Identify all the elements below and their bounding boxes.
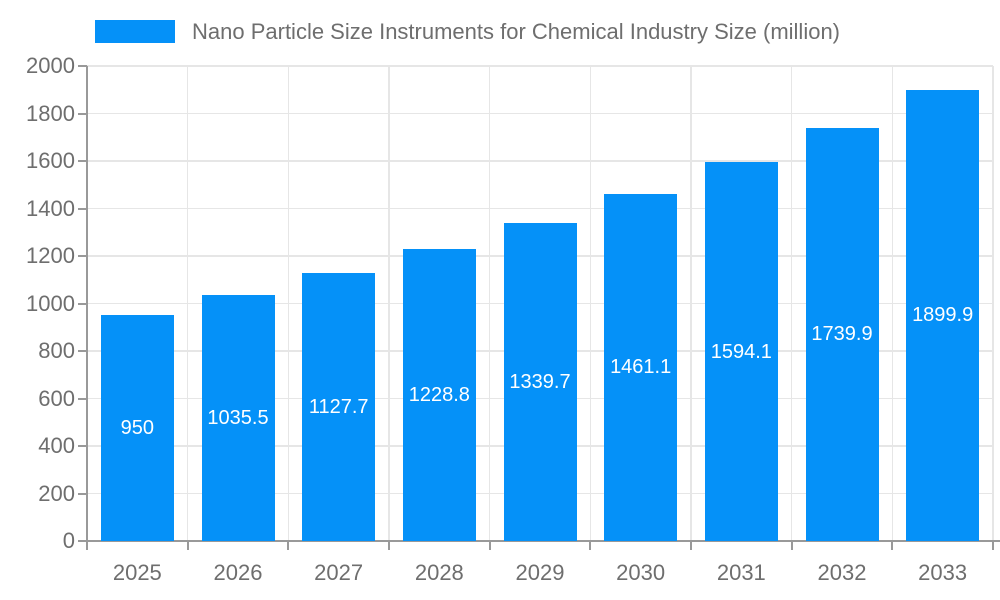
x-gridline bbox=[992, 66, 994, 541]
bar-2032[interactable] bbox=[805, 127, 879, 541]
x-axis-label: 2025 bbox=[112, 560, 162, 585]
y-axis-tick bbox=[78, 160, 87, 162]
legend-label: Nano Particle Size Instruments for Chemi… bbox=[192, 19, 841, 44]
x-axis-label: 2028 bbox=[414, 560, 464, 585]
y-axis-label: 1000 bbox=[26, 290, 75, 316]
bar-2025[interactable] bbox=[100, 315, 174, 541]
legend-item[interactable]: Nano Particle Size Instruments for Chemi… bbox=[95, 20, 840, 43]
x-axis-tick bbox=[488, 541, 491, 550]
y-axis-label: 1600 bbox=[26, 148, 75, 173]
y-axis-label: 200 bbox=[38, 480, 75, 506]
bar-2028[interactable] bbox=[402, 249, 476, 541]
x-axis-tick bbox=[86, 541, 88, 550]
x-gridline bbox=[287, 66, 290, 541]
x-axis-line bbox=[86, 540, 1000, 542]
x-axis-label: 2029 bbox=[515, 560, 565, 585]
y-gridline bbox=[87, 207, 993, 210]
y-axis-label: 800 bbox=[38, 338, 75, 363]
x-axis-label: 2032 bbox=[817, 560, 867, 585]
x-axis-tick bbox=[388, 541, 390, 550]
x-gridline bbox=[891, 66, 894, 541]
bar-2029[interactable] bbox=[503, 222, 577, 541]
x-axis-label: 2027 bbox=[314, 560, 364, 585]
x-axis-label: 2033 bbox=[918, 560, 968, 585]
x-axis-label: 2030 bbox=[616, 560, 666, 585]
y-axis-tick bbox=[78, 302, 87, 305]
y-axis-tick bbox=[78, 445, 87, 447]
bar-2027[interactable] bbox=[302, 273, 376, 541]
y-axis-tick bbox=[78, 65, 87, 67]
y-axis-label: 400 bbox=[38, 433, 75, 458]
y-axis-line bbox=[86, 66, 88, 543]
y-axis-tick bbox=[78, 492, 87, 495]
x-axis-tick bbox=[589, 541, 592, 550]
y-gridline bbox=[87, 112, 993, 115]
x-gridline bbox=[488, 66, 491, 541]
y-axis-tick bbox=[78, 255, 87, 257]
x-gridline bbox=[589, 66, 592, 541]
x-axis-tick bbox=[186, 541, 189, 550]
y-axis-label: 1800 bbox=[26, 100, 75, 126]
bar-2033[interactable] bbox=[906, 89, 980, 541]
y-axis-label: 1400 bbox=[26, 195, 75, 221]
y-axis-label: 0 bbox=[62, 528, 75, 553]
y-axis-tick bbox=[78, 540, 87, 542]
x-gridline bbox=[388, 66, 390, 541]
y-axis-tick bbox=[78, 112, 87, 115]
x-axis-tick bbox=[690, 541, 692, 550]
x-axis-tick bbox=[790, 541, 793, 550]
x-gridline bbox=[186, 66, 189, 541]
x-axis-tick bbox=[992, 541, 994, 550]
y-axis-tick bbox=[78, 350, 87, 352]
x-axis-label: 2031 bbox=[716, 560, 766, 585]
x-axis-tick bbox=[891, 541, 894, 550]
y-axis-tick bbox=[78, 397, 87, 400]
x-gridline bbox=[690, 66, 692, 541]
y-gridline bbox=[87, 160, 993, 162]
bar-2030[interactable] bbox=[604, 193, 678, 541]
y-axis-tick bbox=[78, 207, 87, 210]
y-axis-label: 1200 bbox=[26, 243, 75, 268]
x-axis-tick bbox=[287, 541, 290, 550]
x-axis-label: 2026 bbox=[213, 560, 263, 585]
y-axis-label: 600 bbox=[38, 385, 75, 411]
bar-2031[interactable] bbox=[704, 162, 778, 541]
x-gridline bbox=[790, 66, 793, 541]
y-gridline bbox=[87, 65, 993, 67]
legend-swatch bbox=[95, 20, 175, 43]
bar-2026[interactable] bbox=[201, 295, 275, 541]
y-axis-label: 2000 bbox=[26, 53, 75, 78]
